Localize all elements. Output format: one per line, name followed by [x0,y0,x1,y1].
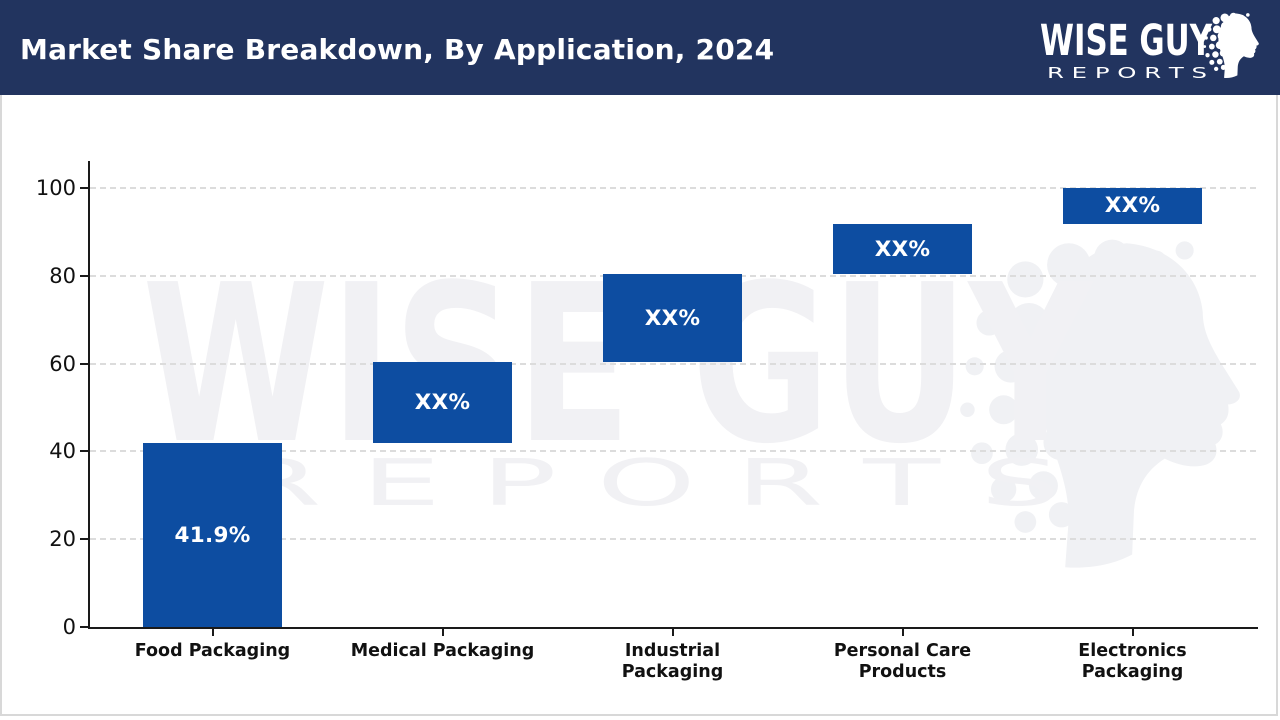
y-tick-label: 60 [49,351,76,376]
x-tick-mark [211,629,214,636]
x-tick-label-line: Packaging [621,662,724,682]
x-tick-label-line: Products [858,662,947,682]
y-tick-mark [80,450,88,453]
x-tick-label-line: Electronics [1078,641,1187,661]
y-tick-label: 20 [49,527,76,552]
y-tick-label: 40 [49,439,76,464]
bar-value-label: 41.9% [174,522,251,548]
chart-panel: WISE GUY R E P O R T S 0 20 40 60 80 100 41.9%… [0,95,1278,716]
x-tick-mark [441,629,444,636]
y-tick-mark [80,626,88,628]
logo-wordmark: WISE GUY [1040,16,1213,66]
bar-value-label: XX% [414,390,471,416]
bar-value-label: XX% [644,305,701,331]
gridline-y-60 [90,362,1256,365]
logo-subtitle: R E P O R T S [1047,64,1207,82]
header-bar: Market Share Breakdown, By Application, … [0,0,1280,95]
gridline-y-100 [90,187,1256,189]
x-tick-label: Medical Packaging [328,641,558,662]
wise-guy-reports-logo: WISE GUY R E P O R T S [1040,12,1259,82]
y-tick-label: 0 [62,615,76,639]
x-tick-label-line: Personal Care [833,641,972,661]
x-axis-line [88,627,1258,629]
gridline-y-40 [90,450,1256,453]
x-tick-label: Industrial Packaging [558,641,788,683]
x-tick-mark [671,629,674,636]
x-tick-mark [901,629,904,636]
gridline-y-20 [90,538,1256,541]
y-tick-mark [80,274,88,277]
y-tick-mark [80,362,88,365]
plot-area: 0 20 40 60 80 100 41.9% XX% XX% XX% XX% Food Packag… [2,95,1278,714]
x-tick-label: Personal Care Products [788,641,1018,683]
bar-medical-packaging: XX% [373,362,512,444]
bar-value-label: XX% [874,236,931,262]
y-tick-mark [80,187,88,189]
chart-title: Market Share Breakdown, By Application, … [20,32,775,66]
y-axis-line [88,161,90,627]
x-tick-label: Food Packaging [98,641,328,662]
bar-industrial-packaging: XX% [603,274,742,363]
x-tick-label-line: Packaging [1081,662,1184,682]
bar-food-packaging: 41.9% [143,443,282,627]
bar-personal-care-products: XX% [833,223,972,275]
x-tick-label-line: Food Packaging [134,641,291,661]
x-tick-label-line: Medical Packaging [350,641,535,661]
x-tick-label: Electronics Packaging [1018,641,1248,683]
y-tick-label: 100 [35,176,76,200]
y-tick-label: 80 [49,263,76,288]
x-tick-mark [1131,629,1134,636]
bar-value-label: XX% [1104,193,1161,219]
bar-electronics-packaging: XX% [1063,188,1202,224]
y-tick-mark [80,538,88,541]
x-tick-label-line: Industrial [624,641,721,661]
